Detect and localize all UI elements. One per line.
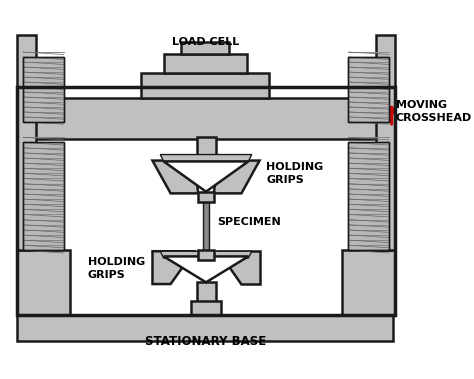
Text: SPECIMEN: SPECIMEN: [217, 217, 281, 227]
Bar: [23, 57, 64, 122]
Text: HOLDING
GRIPS: HOLDING GRIPS: [266, 162, 324, 185]
Bar: [17, 87, 395, 315]
Bar: [181, 42, 229, 54]
Polygon shape: [153, 161, 198, 193]
Bar: [23, 57, 64, 122]
Bar: [17, 251, 71, 315]
Bar: [23, 143, 64, 251]
Polygon shape: [160, 155, 252, 161]
Bar: [17, 315, 393, 341]
Polygon shape: [218, 251, 260, 284]
Bar: [17, 34, 36, 251]
Bar: [348, 57, 389, 122]
Text: MOVING
CROSSHEAD: MOVING CROSSHEAD: [396, 100, 472, 122]
Bar: [348, 143, 389, 251]
Polygon shape: [164, 257, 248, 282]
Bar: [198, 192, 214, 202]
Bar: [164, 54, 246, 74]
Bar: [202, 202, 210, 251]
Bar: [376, 34, 395, 251]
Bar: [348, 57, 389, 122]
Text: LOAD CELL: LOAD CELL: [172, 37, 239, 47]
Bar: [23, 143, 64, 251]
Bar: [191, 301, 221, 315]
Bar: [342, 251, 395, 315]
Polygon shape: [160, 251, 252, 258]
Bar: [17, 97, 395, 139]
Polygon shape: [164, 161, 248, 192]
Bar: [197, 282, 216, 303]
Bar: [141, 74, 269, 97]
Bar: [198, 249, 214, 260]
Polygon shape: [214, 161, 260, 193]
Bar: [197, 137, 216, 161]
Text: HOLDING
GRIPS: HOLDING GRIPS: [88, 257, 145, 280]
Polygon shape: [153, 251, 194, 284]
Bar: [348, 143, 389, 251]
Text: STATIONARY BASE: STATIONARY BASE: [146, 335, 267, 348]
